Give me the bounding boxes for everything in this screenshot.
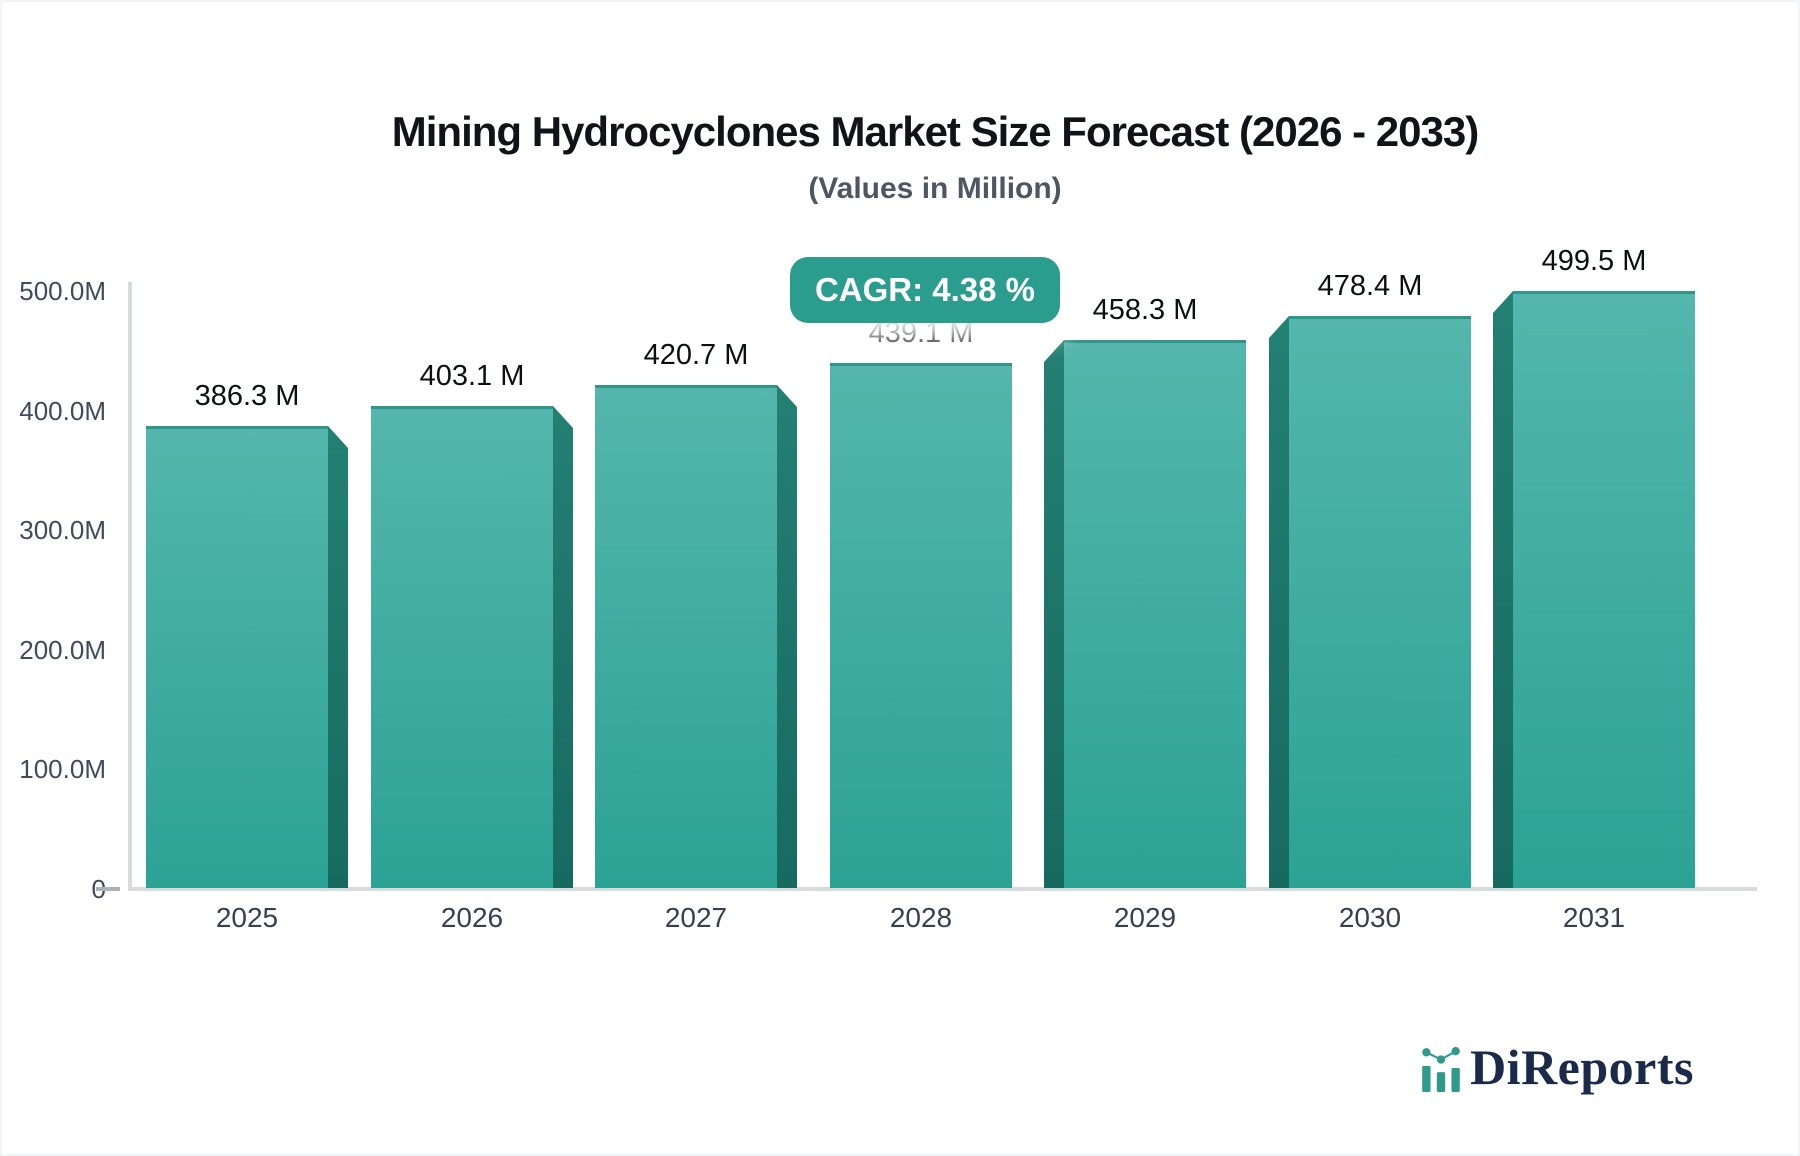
- x-axis-label-2028: 2028: [889, 902, 953, 933]
- bar-face: [371, 406, 553, 888]
- y-axis-line: [128, 282, 132, 891]
- y-axis-zero-tick-mark: [96, 887, 120, 891]
- bar-face: [1513, 291, 1695, 888]
- bar-face: [830, 363, 1012, 888]
- x-axis-label-2025: 2025: [215, 902, 279, 933]
- x-axis-label-2027: 2027: [664, 902, 728, 933]
- bar-2031: [1493, 291, 1695, 888]
- y-axis-tick-label: 200.0M: [19, 635, 106, 665]
- x-axis-label-2031: 2031: [1562, 902, 1626, 933]
- bar-side-bevel: [777, 385, 797, 888]
- bar-value-label: 403.1 M: [419, 360, 525, 392]
- x-axis-label-2030: 2030: [1338, 902, 1402, 933]
- logo-chart-icon: [1422, 1047, 1460, 1092]
- cagr-badge-label: CAGR: 4.38 %: [814, 271, 1036, 308]
- bar-side-bevel: [328, 426, 348, 888]
- direports-logo: DiReports: [1420, 1036, 1694, 1098]
- bar-2025: [146, 426, 348, 888]
- y-axis-tick-label: 0: [0, 873, 106, 905]
- bar-value-label: 499.5 M: [1541, 245, 1647, 277]
- bar-face: [1064, 340, 1246, 888]
- bar-2026: [371, 406, 573, 888]
- y-axis-tick-label: 300.0M: [19, 515, 106, 545]
- y-axis-tick-label: 100.0M: [19, 754, 106, 784]
- bar-side-bevel: [553, 406, 573, 888]
- cagr-badge: CAGR: 4.38 %: [790, 257, 1060, 323]
- bar-value-label: 458.3 M: [1092, 294, 1198, 326]
- bar-value-label: 420.7 M: [643, 339, 749, 371]
- bar-side-bevel: [1269, 316, 1289, 888]
- bar-2028: [830, 363, 1012, 888]
- y-axis-tick-label: 400.0M: [19, 396, 106, 426]
- bar-face: [595, 385, 777, 888]
- bar-face: [146, 426, 328, 888]
- bar-side-bevel: [1044, 340, 1064, 888]
- bar-2027: [595, 385, 797, 888]
- logo-text: DiReports: [1470, 1039, 1694, 1095]
- x-axis-label-2026: 2026: [440, 902, 504, 933]
- y-axis-tick-label: 500.0M: [19, 276, 106, 306]
- chart-title: Mining Hydrocyclones Market Size Forecas…: [391, 108, 1479, 155]
- x-axis-label-2029: 2029: [1113, 902, 1177, 933]
- bar-2029: [1044, 340, 1246, 888]
- bar-2030: [1269, 316, 1471, 888]
- chart-subtitle: (Values in Million): [808, 172, 1062, 205]
- bar-side-bevel: [1493, 291, 1513, 888]
- bar-value-label: 386.3 M: [194, 380, 300, 412]
- bar-face: [1289, 316, 1471, 888]
- bar-value-label: 478.4 M: [1317, 270, 1423, 302]
- x-axis-line: [128, 887, 1757, 891]
